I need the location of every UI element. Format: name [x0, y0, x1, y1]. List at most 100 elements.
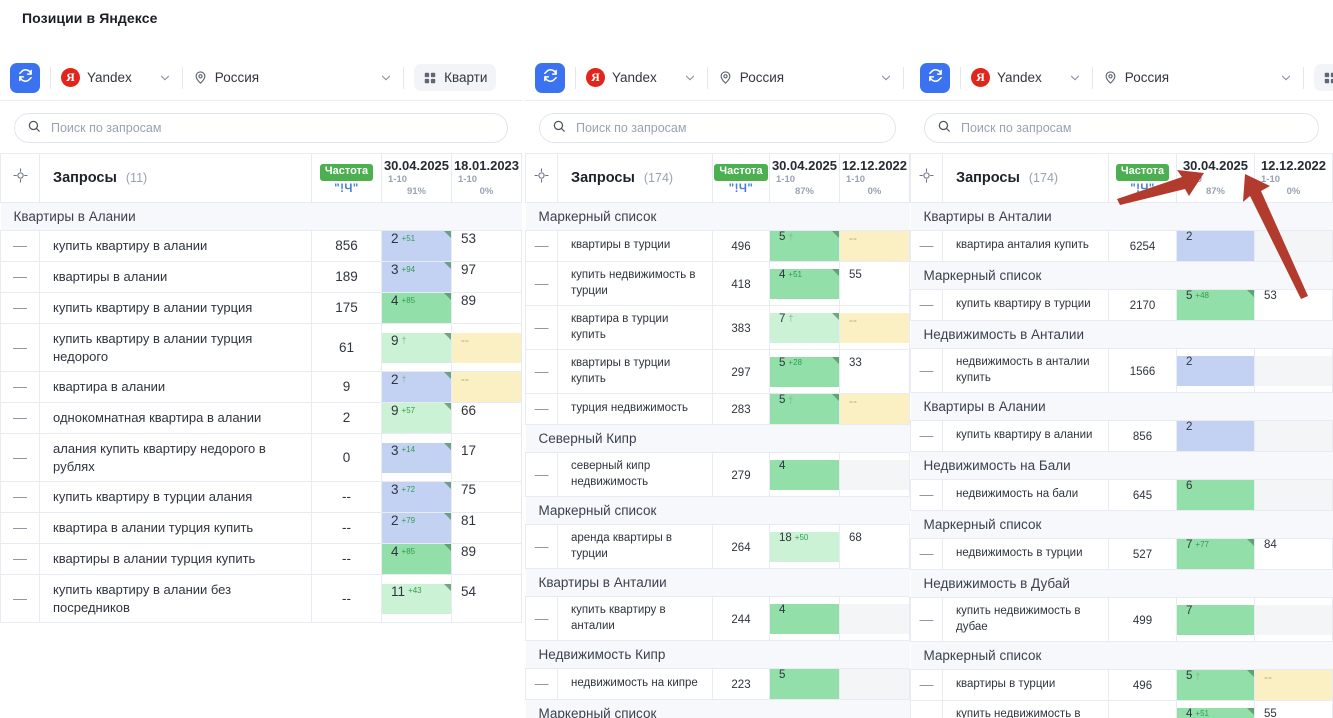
search-box[interactable]: [14, 113, 508, 143]
row-marker-cell[interactable]: —: [0, 261, 40, 293]
row-marker-cell[interactable]: —: [0, 371, 40, 404]
query-cell[interactable]: алания купить квартиру недорого в рублях: [39, 433, 312, 483]
queries-header-cell[interactable]: Запросы (174): [942, 153, 1109, 203]
group-header-cell[interactable]: Квартиры в Анталии: [910, 202, 1333, 231]
row-marker-cell[interactable]: —: [0, 322, 40, 373]
region-selector[interactable]: Россия: [193, 70, 393, 85]
search-input[interactable]: [574, 120, 883, 136]
group-header-cell[interactable]: Квартиры в Анталии: [525, 568, 910, 598]
query-cell[interactable]: купить квартиру в турции: [942, 289, 1109, 321]
query-cell[interactable]: недвижимость в турции: [942, 538, 1109, 571]
group-header-cell[interactable]: Недвижимость в Анталии: [910, 320, 1333, 349]
row-marker-cell[interactable]: —: [525, 524, 558, 570]
groups-selector[interactable]: Все гру: [1314, 64, 1333, 91]
query-cell[interactable]: квартира анталия купить: [942, 230, 1109, 262]
select-all-cell[interactable]: [525, 153, 558, 203]
query-cell[interactable]: купить квартиру в алании без посредников: [39, 574, 312, 624]
frequency-header-cell[interactable]: Частота "!Ч": [311, 153, 382, 203]
query-cell[interactable]: квартиры в алании: [39, 261, 312, 293]
row-marker-cell[interactable]: —: [0, 230, 40, 262]
row-marker-cell[interactable]: —: [525, 349, 558, 395]
row-marker-cell[interactable]: —: [0, 543, 40, 576]
group-header-cell[interactable]: Квартиры в Алании: [910, 392, 1333, 422]
group-header-cell[interactable]: Маркерный список: [525, 496, 910, 526]
groups-selector[interactable]: Кварти: [414, 64, 497, 91]
query-cell[interactable]: аренда квартиры в турции: [557, 524, 713, 570]
query-cell[interactable]: недвижимость на бали: [942, 479, 1109, 512]
query-cell[interactable]: квартира в алании: [39, 371, 312, 404]
search-engine-selector[interactable]: Я Yandex: [61, 68, 172, 87]
query-cell[interactable]: купить квартиру в алании: [942, 420, 1109, 453]
query-cell[interactable]: квартира в турции купить: [557, 305, 713, 351]
group-header-cell[interactable]: Маркерный список: [910, 261, 1333, 290]
search-engine-selector[interactable]: Я Yandex: [971, 68, 1082, 87]
query-cell[interactable]: квартира в алании турция купить: [39, 512, 312, 545]
search-input[interactable]: [959, 120, 1306, 136]
group-header-cell[interactable]: Недвижимость на Бали: [910, 451, 1333, 481]
queries-header-cell[interactable]: Запросы (11): [39, 153, 312, 203]
row-marker-cell[interactable]: —: [910, 347, 943, 394]
date-header-cell[interactable]: 30.04.2025 1-10 87%: [1176, 153, 1255, 203]
refresh-button[interactable]: [10, 62, 40, 93]
date-header-cell[interactable]: 30.04.2025 1-10 91%: [381, 153, 452, 203]
query-cell[interactable]: турция недвижимость: [557, 393, 713, 426]
row-marker-cell[interactable]: —: [525, 305, 558, 351]
group-header-cell[interactable]: Маркерный список: [910, 641, 1333, 671]
row-marker-cell[interactable]: —: [525, 668, 558, 701]
date-header-cell[interactable]: 12.12.2022 1-10 0%: [839, 153, 910, 203]
frequency-header-cell[interactable]: Частота "!Ч": [1108, 153, 1177, 203]
query-cell[interactable]: купить квартиру в алании: [39, 230, 312, 262]
group-header-cell[interactable]: Недвижимость Кипр: [525, 640, 910, 670]
query-cell[interactable]: купить недвижимость в турции: [942, 700, 1109, 718]
row-marker-cell[interactable]: —: [0, 402, 40, 435]
row-marker-cell[interactable]: —: [0, 292, 40, 324]
query-cell[interactable]: купить квартиру в алании турция недорого: [39, 322, 312, 373]
row-marker-cell[interactable]: —: [910, 420, 943, 453]
search-engine-selector[interactable]: Я Yandex: [586, 68, 697, 87]
query-cell[interactable]: северный кипр недвижимость: [557, 452, 713, 498]
query-cell[interactable]: недвижимость на кипре: [557, 668, 713, 701]
row-marker-cell[interactable]: —: [525, 393, 558, 426]
group-header-cell[interactable]: Недвижимость в Дубай: [910, 569, 1333, 599]
query-cell[interactable]: купить квартиру в турции алания: [39, 481, 312, 514]
frequency-header-cell[interactable]: Частота "!Ч": [712, 153, 770, 203]
row-marker-cell[interactable]: —: [910, 669, 943, 702]
region-selector[interactable]: Россия: [718, 70, 893, 85]
row-marker-cell[interactable]: —: [910, 230, 943, 262]
row-marker-cell[interactable]: —: [0, 574, 40, 624]
select-all-cell[interactable]: [0, 153, 40, 203]
date-header-cell[interactable]: 12.12.2022 1-10 0%: [1254, 153, 1333, 203]
refresh-button[interactable]: [535, 62, 565, 93]
refresh-button[interactable]: [920, 62, 950, 93]
search-input[interactable]: [49, 120, 495, 136]
group-header-cell[interactable]: Квартиры в Алании: [0, 202, 522, 231]
row-marker-cell[interactable]: —: [525, 230, 558, 262]
query-cell[interactable]: квартиры в турции: [942, 669, 1109, 702]
query-cell[interactable]: квартиры в турции: [557, 230, 713, 262]
group-header-cell[interactable]: Маркерный список: [525, 202, 910, 231]
search-box[interactable]: [924, 113, 1319, 143]
query-cell[interactable]: купить недвижимость в дубае: [942, 597, 1109, 643]
query-cell[interactable]: купить квартиру в анталии: [557, 596, 713, 642]
query-cell[interactable]: купить квартиру в алании турция: [39, 292, 312, 324]
row-marker-cell[interactable]: —: [910, 700, 943, 718]
select-all-cell[interactable]: [910, 153, 943, 203]
row-marker-cell[interactable]: —: [910, 479, 943, 512]
row-marker-cell[interactable]: —: [910, 289, 943, 321]
date-header-cell[interactable]: 30.04.2025 1-10 87%: [769, 153, 840, 203]
row-marker-cell[interactable]: —: [0, 481, 40, 514]
region-selector[interactable]: Россия: [1103, 70, 1293, 85]
row-marker-cell[interactable]: —: [525, 596, 558, 642]
row-marker-cell[interactable]: —: [910, 538, 943, 571]
row-marker-cell[interactable]: —: [525, 260, 558, 307]
group-header-cell[interactable]: Маркерный список: [525, 699, 910, 718]
query-cell[interactable]: квартиры в алании турция купить: [39, 543, 312, 576]
query-cell[interactable]: купить недвижимость в турции: [557, 260, 713, 307]
search-box[interactable]: [539, 113, 896, 143]
queries-header-cell[interactable]: Запросы (174): [557, 153, 713, 203]
query-cell[interactable]: квартиры в турции купить: [557, 349, 713, 395]
query-cell[interactable]: недвижимость в анталии купить: [942, 347, 1109, 394]
row-marker-cell[interactable]: —: [525, 452, 558, 498]
row-marker-cell[interactable]: —: [0, 512, 40, 545]
row-marker-cell[interactable]: —: [0, 433, 40, 483]
